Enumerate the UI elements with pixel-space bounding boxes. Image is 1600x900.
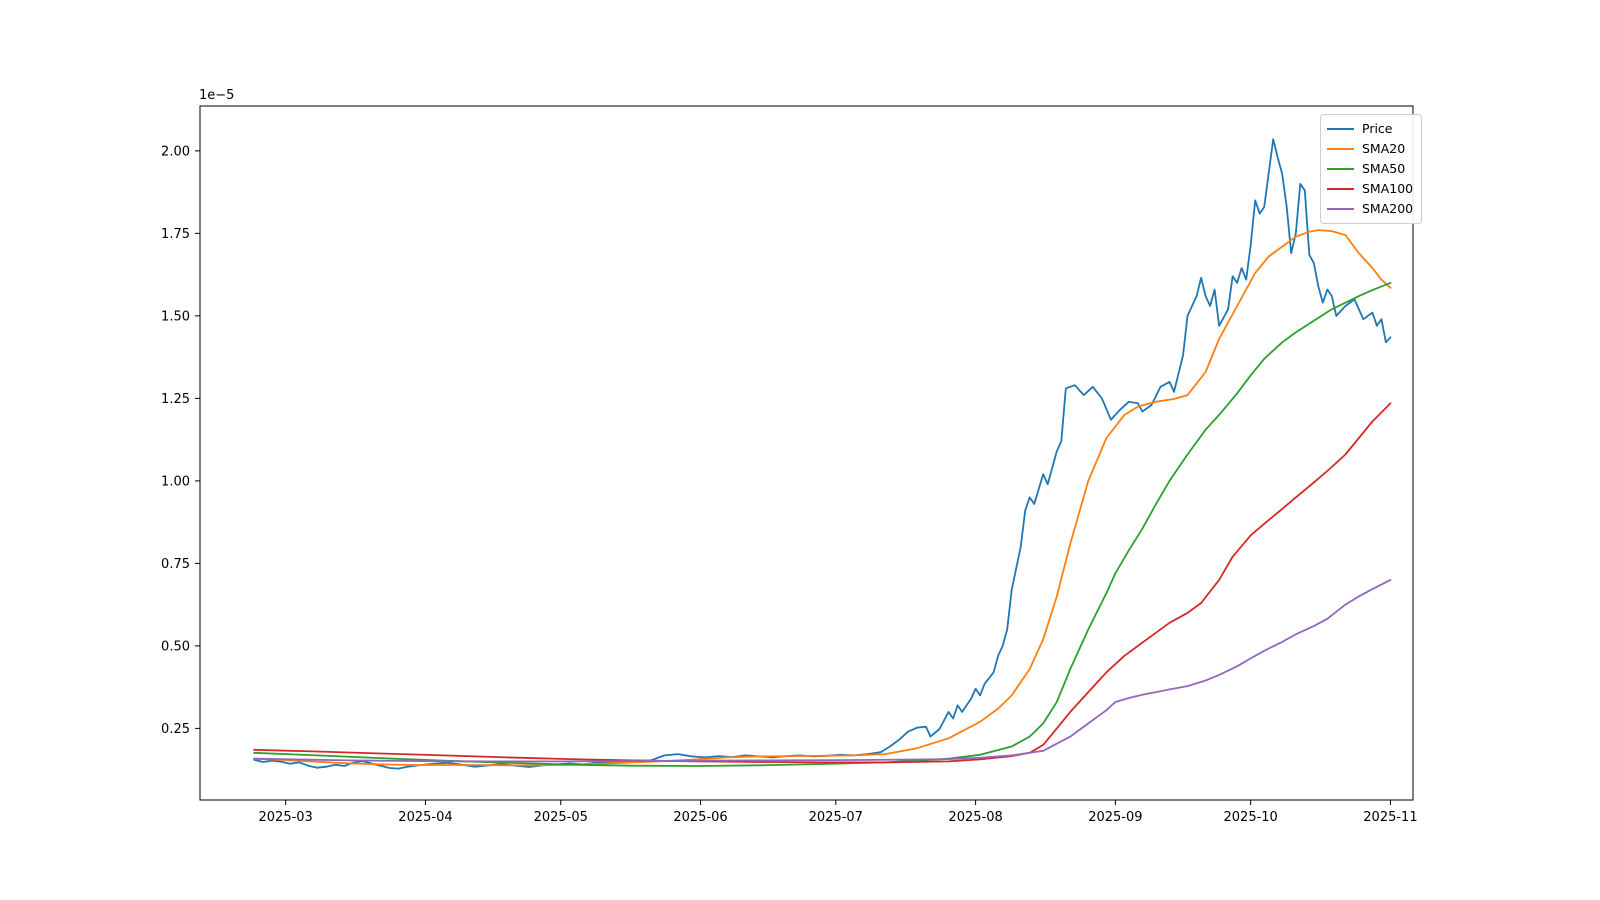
legend-item-sma50: SMA50 bbox=[1327, 159, 1413, 179]
price-line bbox=[253, 138, 1392, 770]
legend-item-price: Price bbox=[1327, 119, 1413, 139]
plot-series bbox=[253, 138, 1392, 770]
sma100-line bbox=[253, 402, 1392, 764]
sma50-line bbox=[253, 282, 1392, 767]
legend-line-sample-icon bbox=[1327, 148, 1354, 150]
x-tick-label: 2025-08 bbox=[948, 810, 1002, 825]
x-tick-label: 2025-06 bbox=[673, 810, 727, 825]
legend-line-sample-icon bbox=[1327, 188, 1354, 190]
y-tick-label: 0.75 bbox=[161, 557, 190, 572]
y-tick-label: 1.25 bbox=[161, 392, 190, 407]
legend-item-label: SMA20 bbox=[1362, 141, 1406, 156]
legend-line-sample-icon bbox=[1327, 128, 1354, 130]
y-tick-label: 0.25 bbox=[161, 722, 190, 737]
x-tick-label: 2025-05 bbox=[534, 810, 588, 825]
x-tick-label: 2025-07 bbox=[809, 810, 863, 825]
plot-frame bbox=[199, 105, 1414, 801]
sma20-line bbox=[253, 229, 1392, 767]
y-tick-label: 1.00 bbox=[161, 474, 190, 489]
legend-item-label: SMA200 bbox=[1362, 201, 1414, 216]
legend-line-sample-icon bbox=[1327, 168, 1354, 170]
y-tick-label: 1.75 bbox=[161, 227, 190, 242]
x-tick-label: 2025-11 bbox=[1363, 810, 1417, 825]
x-tick-label: 2025-04 bbox=[398, 810, 452, 825]
x-tick-label: 2025-03 bbox=[259, 810, 313, 825]
legend: Price SMA20 SMA50 SMA100 SMA200 bbox=[1320, 114, 1423, 224]
legend-item-sma200: SMA200 bbox=[1327, 199, 1413, 219]
y-axis-offset-label: 1e−5 bbox=[199, 88, 234, 103]
y-axis: 0.25 0.50 0.75 1.00 1.25 1.50 1.75 2.00 bbox=[161, 144, 200, 737]
x-axis: 2025-03 2025-04 2025-05 2025-06 2025-07 2025-… bbox=[259, 800, 1418, 825]
x-tick-label: 2025-09 bbox=[1088, 810, 1142, 825]
sma200-line bbox=[253, 579, 1392, 763]
legend-item-label: SMA100 bbox=[1362, 181, 1414, 196]
x-tick-label: 2025-10 bbox=[1224, 810, 1278, 825]
legend-line-sample-icon bbox=[1327, 208, 1354, 210]
legend-item-label: Price bbox=[1362, 121, 1393, 136]
legend-item-label: SMA50 bbox=[1362, 161, 1406, 176]
y-tick-label: 1.50 bbox=[161, 309, 190, 324]
y-tick-label: 2.00 bbox=[161, 144, 190, 159]
legend-item-sma100: SMA100 bbox=[1327, 179, 1413, 199]
y-tick-label: 0.50 bbox=[161, 639, 190, 654]
legend-item-sma20: SMA20 bbox=[1327, 139, 1413, 159]
